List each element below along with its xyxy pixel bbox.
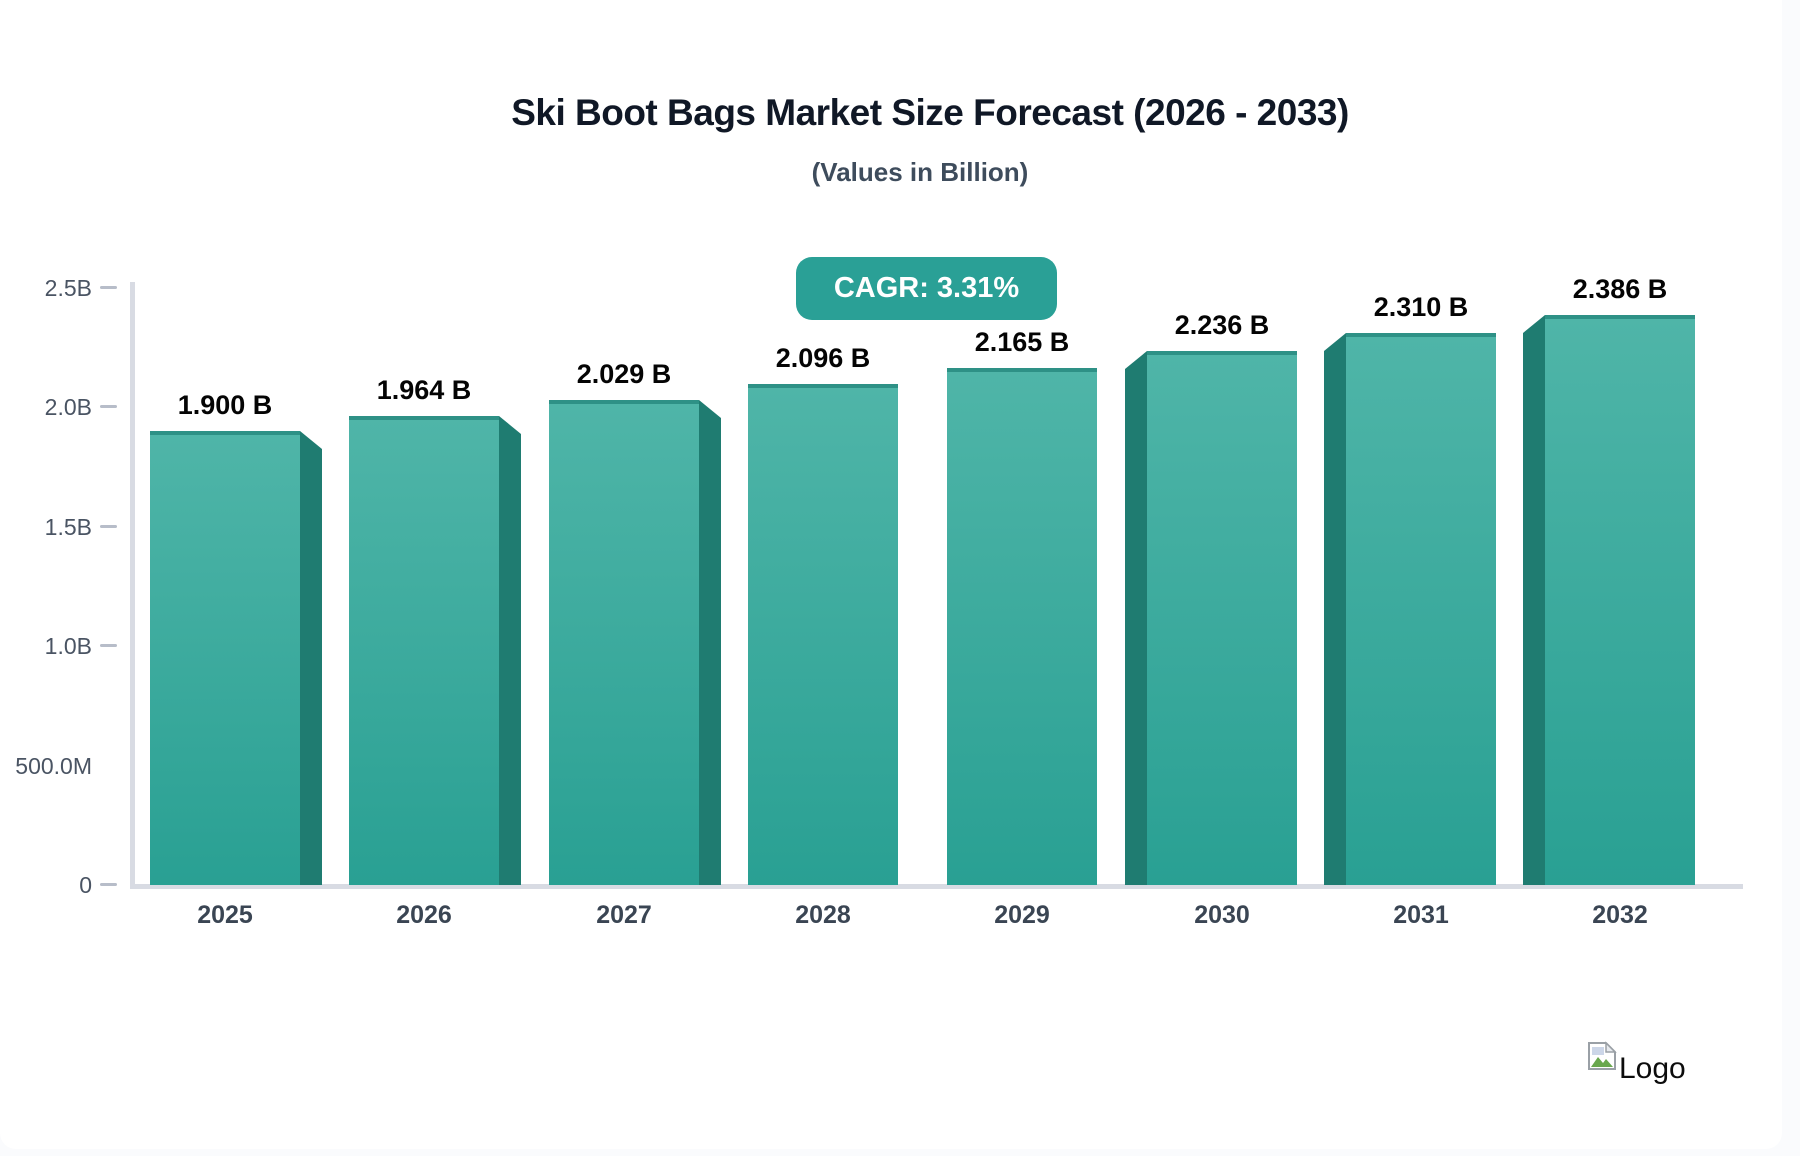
cagr-badge-label: CAGR: 3.31% — [833, 272, 1020, 304]
x-axis-label-2030: 2030 — [1194, 901, 1250, 929]
chart-subtitle: (Values in Billion) — [811, 157, 1029, 187]
broken-image-icon — [1588, 1041, 1617, 1070]
y-axis-tick-label: 1.5B — [44, 514, 92, 540]
bar-2027[interactable] — [549, 400, 699, 885]
y-axis-tick-mark — [100, 405, 117, 408]
x-axis-label-2025: 2025 — [197, 901, 253, 929]
bar-2026[interactable] — [349, 416, 499, 885]
y-axis-line — [130, 282, 135, 888]
cagr-badge: CAGR: 3.31% — [796, 257, 1057, 320]
bar-2031[interactable] — [1346, 333, 1496, 885]
bar-value-label: 2.386 B — [1572, 274, 1668, 304]
y-axis-tick-mark — [100, 644, 117, 647]
bar-2029[interactable] — [947, 368, 1097, 885]
x-axis-label-2032: 2032 — [1592, 901, 1648, 929]
chart-title: Ski Boot Bags Market Size Forecast (2026… — [511, 92, 1349, 133]
bar-side-face — [699, 400, 721, 885]
bar-value-label: 2.165 B — [974, 327, 1070, 357]
bar-side-face — [300, 431, 322, 885]
x-axis-label-2031: 2031 — [1393, 901, 1449, 929]
x-axis-label-2028: 2028 — [795, 901, 851, 929]
bar-value-label: 2.236 B — [1174, 310, 1270, 340]
x-axis-label-2027: 2027 — [596, 901, 652, 929]
bar-2030[interactable] — [1147, 351, 1297, 885]
bar-side-face — [1125, 351, 1147, 885]
bar-value-label: 1.964 B — [376, 375, 472, 405]
bar-2032[interactable] — [1545, 315, 1695, 885]
y-axis-tick-mark — [100, 525, 117, 528]
bar-value-label: 2.310 B — [1373, 292, 1469, 322]
logo-alt-text: Logo — [1619, 1052, 1686, 1085]
bar-side-face — [499, 416, 521, 885]
bar-value-label: 2.029 B — [576, 359, 672, 389]
x-axis-label-2026: 2026 — [396, 901, 452, 929]
y-axis-tick-mark — [100, 286, 117, 289]
bar-value-label: 1.900 B — [177, 390, 273, 420]
y-axis-tick-label: 500.0M — [15, 753, 92, 779]
y-axis-tick-label: 2.5B — [44, 275, 92, 301]
bar-value-label: 2.096 B — [775, 343, 871, 373]
bar-side-face — [1523, 315, 1545, 885]
x-axis-label-2029: 2029 — [994, 901, 1050, 929]
bar-2028[interactable] — [748, 384, 898, 885]
y-axis-tick-label: 2.0B — [44, 394, 92, 420]
bar-side-face — [1324, 333, 1346, 885]
bar-2025[interactable] — [150, 431, 300, 885]
logo: Logo — [1585, 1040, 1686, 1086]
y-axis-tick-label: 1.0B — [44, 633, 92, 659]
y-axis-tick-mark — [100, 883, 117, 886]
y-axis-tick-label: 0 — [79, 872, 92, 898]
x-axis-line — [130, 884, 1743, 889]
